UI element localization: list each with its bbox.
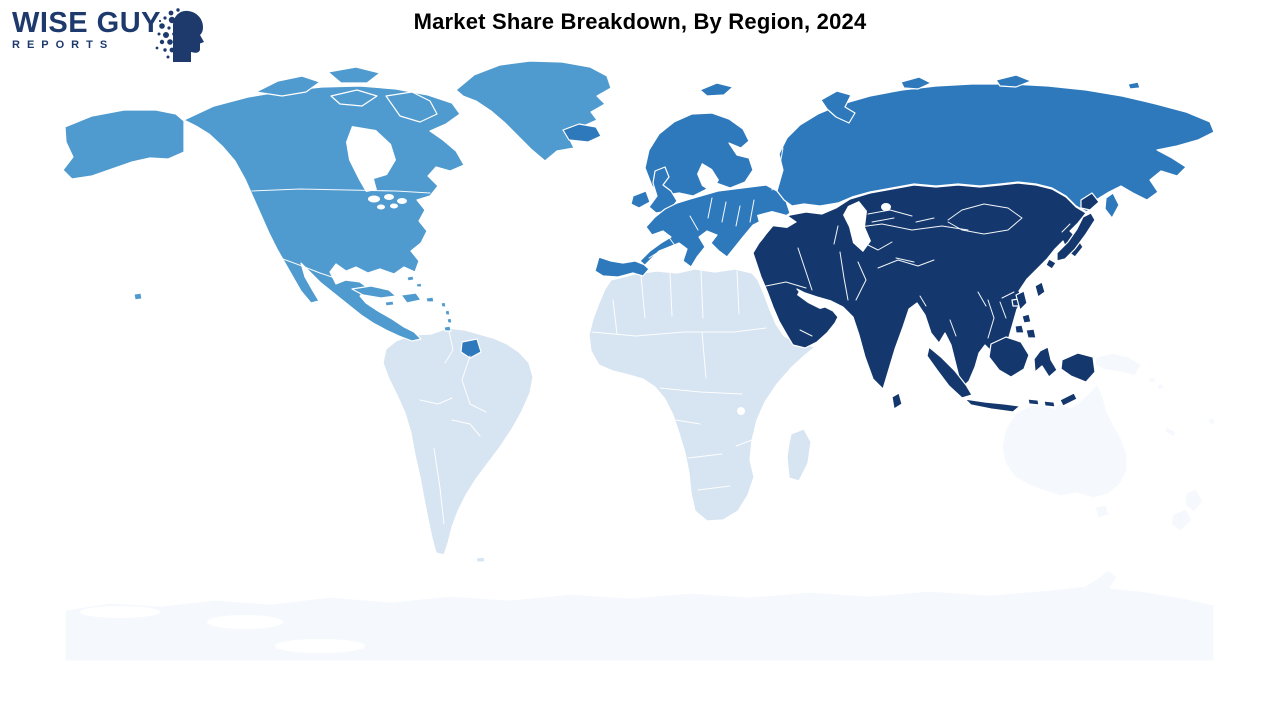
landmass-south-america xyxy=(382,327,534,556)
country-borders xyxy=(251,147,1071,525)
wise-guy-logo: WISE GUY REPORTS xyxy=(12,8,209,64)
landmass-north-america-mainland xyxy=(183,85,465,342)
baltic-sea xyxy=(697,163,719,192)
landmass-iceland xyxy=(562,123,602,143)
landmass-madagascar xyxy=(786,428,812,482)
great-lakes xyxy=(368,195,380,203)
landmass-west-papua xyxy=(1060,352,1096,383)
landmass-antarctica xyxy=(64,569,1215,662)
caribbean-islands xyxy=(351,275,453,332)
landmass-sulawesi xyxy=(1033,346,1058,378)
landmass-falkland xyxy=(475,556,486,563)
landmass-taiwan xyxy=(1034,281,1046,298)
region-oceania-antarctica xyxy=(64,352,1216,662)
russian-arctic-islands xyxy=(820,74,1141,124)
landmass-africa xyxy=(588,268,816,522)
landmass-europe-mainland xyxy=(594,184,791,278)
landmass-sakhalin xyxy=(1104,192,1120,219)
aral-sea xyxy=(881,203,891,211)
canadian-arctic-islands xyxy=(255,66,438,123)
landmass-alaska xyxy=(62,109,185,180)
antarctic-inlet xyxy=(207,615,283,629)
region-north-america xyxy=(62,60,612,342)
lesser-sunda-islands xyxy=(1027,392,1078,408)
landmass-borneo xyxy=(988,336,1030,378)
landmass-philippines xyxy=(1014,290,1037,339)
landmass-sumatra xyxy=(926,346,973,399)
region-africa-south-america xyxy=(382,268,816,563)
inland-water xyxy=(80,126,891,653)
lake-victoria xyxy=(737,407,745,415)
landmass-russia xyxy=(776,83,1215,213)
black-sea xyxy=(757,211,797,228)
landmass-scandinavia xyxy=(644,112,754,197)
region-europe-russia xyxy=(460,74,1215,359)
persian-gulf xyxy=(797,291,827,309)
landmass-papua-new-guinea xyxy=(1094,352,1142,377)
landmass-java xyxy=(964,398,1021,413)
pacific-islands xyxy=(1147,376,1216,438)
head-profile-dots-icon xyxy=(155,8,205,62)
landmass-sri-lanka xyxy=(891,392,903,410)
landmass-tasmania xyxy=(1094,504,1110,519)
landmass-new-zealand xyxy=(1170,488,1204,532)
landmass-greenland xyxy=(455,60,612,162)
logo-line1: WISE GUY xyxy=(12,7,162,39)
hudson-bay xyxy=(346,126,396,192)
landmass-ireland xyxy=(630,190,651,209)
logo-text: WISE GUY REPORTS xyxy=(12,7,162,52)
landmass-french-guiana xyxy=(460,338,482,359)
logo-line2: REPORTS xyxy=(12,39,115,52)
landmass-japan xyxy=(1045,192,1100,270)
landmass-svalbard xyxy=(699,82,734,97)
chart-title: Market Share Breakdown, By Region, 2024 xyxy=(413,9,867,34)
landmass-hawaii xyxy=(133,292,143,301)
caspian-sea xyxy=(843,201,871,252)
